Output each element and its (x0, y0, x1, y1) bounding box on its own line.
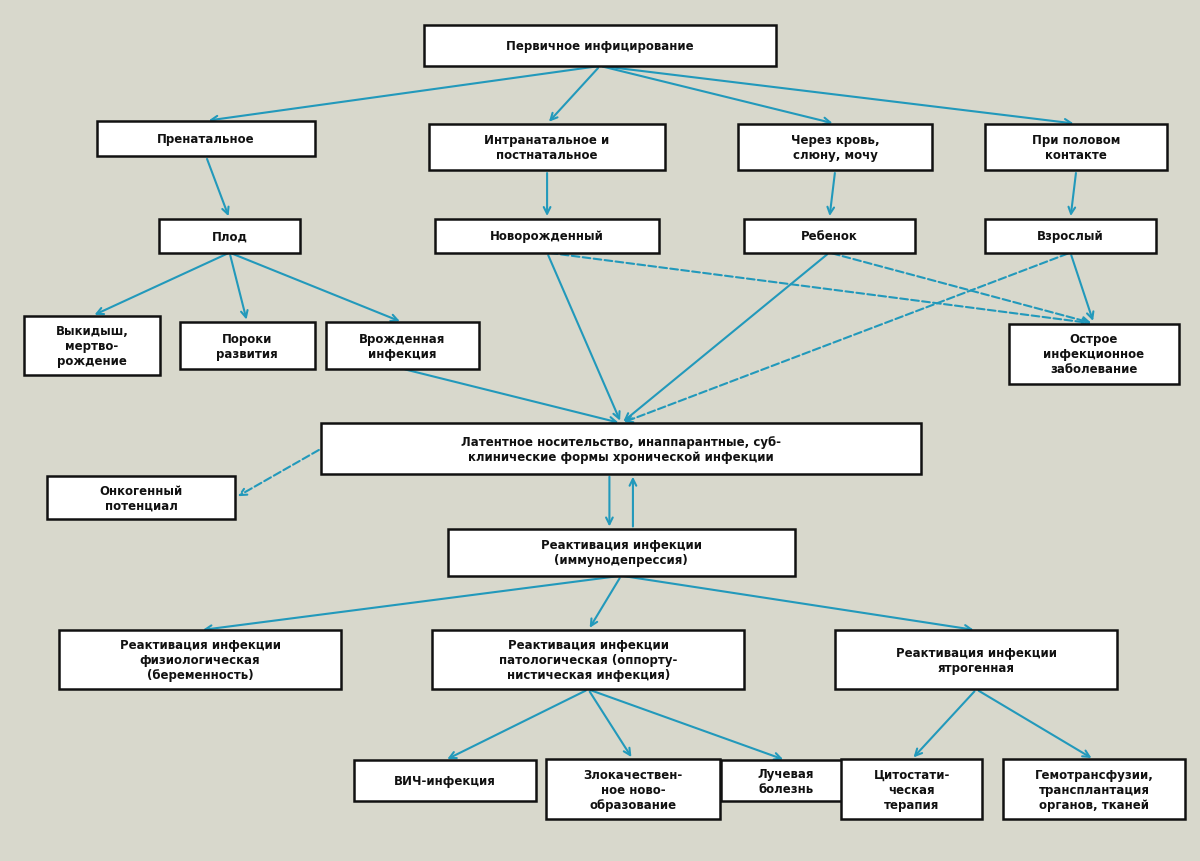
Text: Цитостати-
ческая
терапия: Цитостати- ческая терапия (874, 768, 950, 810)
Text: Новорожденный: Новорожденный (490, 230, 604, 243)
FancyBboxPatch shape (180, 323, 314, 369)
FancyBboxPatch shape (835, 630, 1117, 690)
Text: Ребенок: Ребенок (800, 230, 858, 243)
Text: Гемотрансфузии,
трансплантация
органов, тканей: Гемотрансфузии, трансплантация органов, … (1034, 768, 1153, 810)
Text: Реактивация инфекции
физиологическая
(беременность): Реактивация инфекции физиологическая (бе… (120, 639, 281, 682)
FancyBboxPatch shape (738, 125, 932, 171)
FancyBboxPatch shape (436, 220, 659, 253)
FancyBboxPatch shape (721, 760, 851, 801)
FancyBboxPatch shape (985, 125, 1168, 171)
FancyBboxPatch shape (97, 121, 314, 157)
FancyBboxPatch shape (841, 759, 983, 819)
FancyBboxPatch shape (59, 630, 341, 690)
Text: Выкидыш,
мертво-
рождение: Выкидыш, мертво- рождение (55, 325, 128, 368)
Text: Врожденная
инфекция: Врожденная инфекция (359, 332, 445, 360)
Text: Первичное инфицирование: Первичное инфицирование (506, 40, 694, 53)
FancyBboxPatch shape (432, 630, 744, 690)
Text: Пороки
развития: Пороки развития (216, 332, 278, 360)
Text: Реактивация инфекции
(иммунодепрессия): Реактивация инфекции (иммунодепрессия) (541, 539, 702, 567)
FancyBboxPatch shape (326, 323, 479, 369)
FancyBboxPatch shape (430, 125, 665, 171)
Text: Реактивация инфекции
патологическая (оппорту-
нистическая инфекция): Реактивация инфекции патологическая (опп… (499, 639, 678, 682)
Text: Онкогенный
потенциал: Онкогенный потенциал (100, 484, 182, 512)
FancyBboxPatch shape (448, 530, 794, 576)
Text: Злокачествен-
ное ново-
образование: Злокачествен- ное ново- образование (583, 768, 683, 810)
FancyBboxPatch shape (985, 220, 1156, 253)
FancyBboxPatch shape (744, 220, 914, 253)
FancyBboxPatch shape (322, 424, 922, 474)
Text: Взрослый: Взрослый (1037, 230, 1104, 243)
FancyBboxPatch shape (24, 317, 160, 375)
FancyBboxPatch shape (546, 759, 720, 819)
FancyBboxPatch shape (1009, 325, 1180, 385)
Text: Острое
инфекционное
заболевание: Острое инфекционное заболевание (1043, 333, 1145, 376)
Text: Через кровь,
слюну, мочу: Через кровь, слюну, мочу (791, 133, 880, 162)
Text: Латентное носительство, инаппарантные, суб-
клинические формы хронической инфекц: Латентное носительство, инаппарантные, с… (461, 435, 781, 463)
FancyBboxPatch shape (47, 477, 235, 519)
FancyBboxPatch shape (354, 760, 536, 801)
Text: Лучевая
болезнь: Лучевая болезнь (757, 766, 814, 795)
Text: Реактивация инфекции
ятрогенная: Реактивация инфекции ятрогенная (896, 646, 1057, 674)
Text: Пренатальное: Пренатальное (157, 133, 254, 146)
FancyBboxPatch shape (158, 220, 300, 253)
FancyBboxPatch shape (1003, 759, 1186, 819)
Text: ВИЧ-инфекция: ВИЧ-инфекция (394, 774, 496, 787)
Text: Плод: Плод (211, 230, 247, 243)
FancyBboxPatch shape (424, 27, 776, 67)
Text: Интранатальное и
постнатальное: Интранатальное и постнатальное (485, 133, 610, 162)
Text: При половом
контакте: При половом контакте (1032, 133, 1121, 162)
